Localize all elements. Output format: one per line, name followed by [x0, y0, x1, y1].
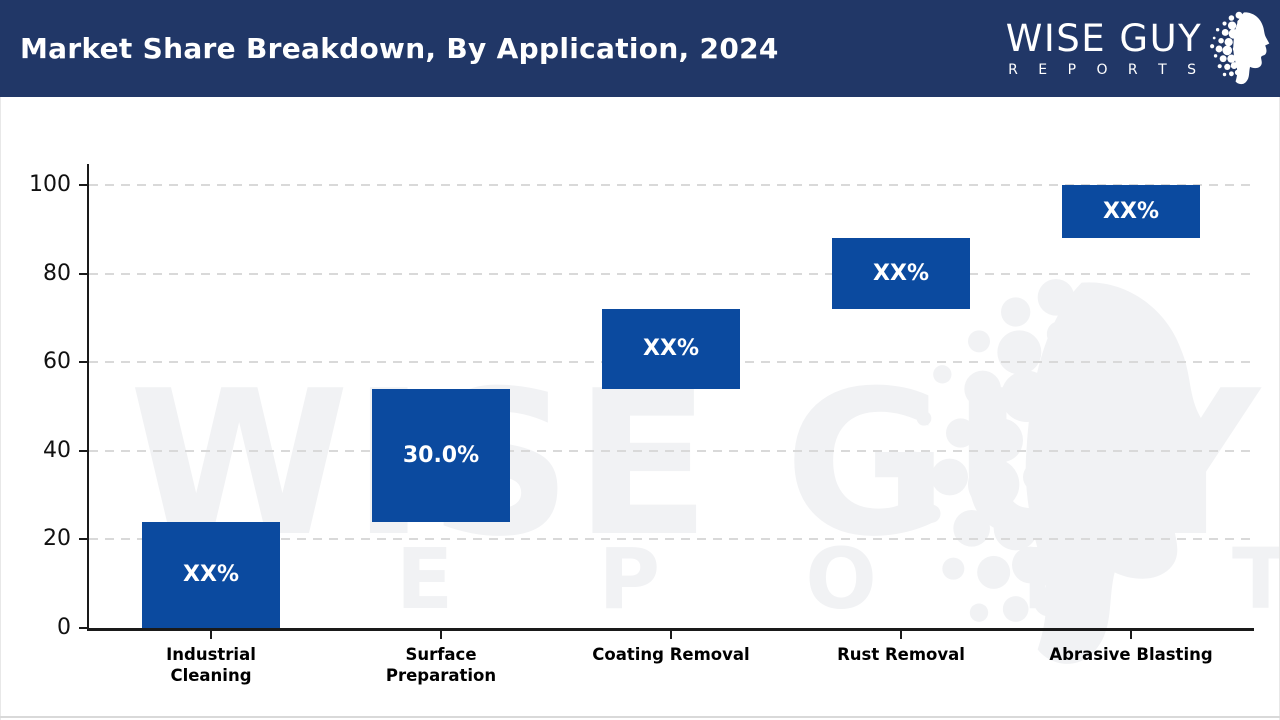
- brand-subtitle: R E P O R T S: [1008, 61, 1204, 78]
- x-axis-line: [87, 628, 1254, 631]
- y-tick-label: 40: [43, 437, 71, 463]
- y-tick-mark: [79, 538, 87, 541]
- brand-logo-text: WISE GUY R E P O R T S: [1004, 20, 1204, 78]
- bar-value-label: 30.0%: [402, 442, 480, 468]
- y-tick-mark: [79, 449, 87, 452]
- x-tick-label: Surface Preparation: [385, 645, 497, 685]
- y-tick-label: 100: [29, 172, 71, 197]
- bar-value-label: XX%: [183, 562, 239, 588]
- brand-logo: WISE GUY R E P O R T S: [1004, 9, 1270, 89]
- x-tick-label: Industrial Cleaning: [166, 645, 256, 685]
- x-tick-label: Coating Removal: [592, 645, 750, 664]
- plot-area: WISE GUY R E P O R T S 020406080100XX%In…: [0, 97, 1280, 720]
- bar: 30.0%: [372, 388, 510, 522]
- y-tick-label: 0: [57, 615, 71, 640]
- brand-head-icon: [1208, 9, 1270, 89]
- x-tick-mark: [440, 631, 442, 639]
- y-tick-label: 60: [43, 349, 71, 375]
- x-tick-mark: [670, 631, 672, 639]
- y-tick-mark: [79, 272, 87, 275]
- bar: XX%: [142, 521, 280, 628]
- bottom-divider: [0, 716, 1280, 718]
- gridline: [89, 184, 1254, 186]
- y-axis-line: [87, 164, 89, 628]
- y-tick-mark: [79, 361, 87, 364]
- bar-value-label: XX%: [873, 261, 929, 287]
- bar: XX%: [1062, 185, 1200, 239]
- bar: XX%: [832, 238, 970, 310]
- x-tick-mark: [210, 631, 212, 639]
- y-tick-mark: [79, 627, 87, 629]
- y-tick-mark: [79, 184, 87, 186]
- gridline: [89, 449, 1254, 452]
- bar-value-label: XX%: [1103, 199, 1159, 225]
- x-tick-mark: [1130, 631, 1132, 639]
- x-tick-label: Rust Removal: [837, 645, 965, 664]
- header-bar: Market Share Breakdown, By Application, …: [0, 0, 1280, 97]
- y-tick-label: 20: [43, 526, 71, 552]
- page-title: Market Share Breakdown, By Application, …: [20, 32, 779, 65]
- x-tick-mark: [900, 631, 902, 639]
- bar-value-label: XX%: [643, 336, 699, 362]
- gridline: [89, 272, 1254, 275]
- brand-name: WISE GUY: [1005, 16, 1203, 60]
- y-tick-label: 80: [43, 260, 71, 286]
- watermark-head-icon: [891, 275, 1221, 679]
- bar: XX%: [602, 309, 740, 389]
- x-tick-label: Abrasive Blasting: [1049, 645, 1213, 664]
- gridline: [89, 538, 1254, 541]
